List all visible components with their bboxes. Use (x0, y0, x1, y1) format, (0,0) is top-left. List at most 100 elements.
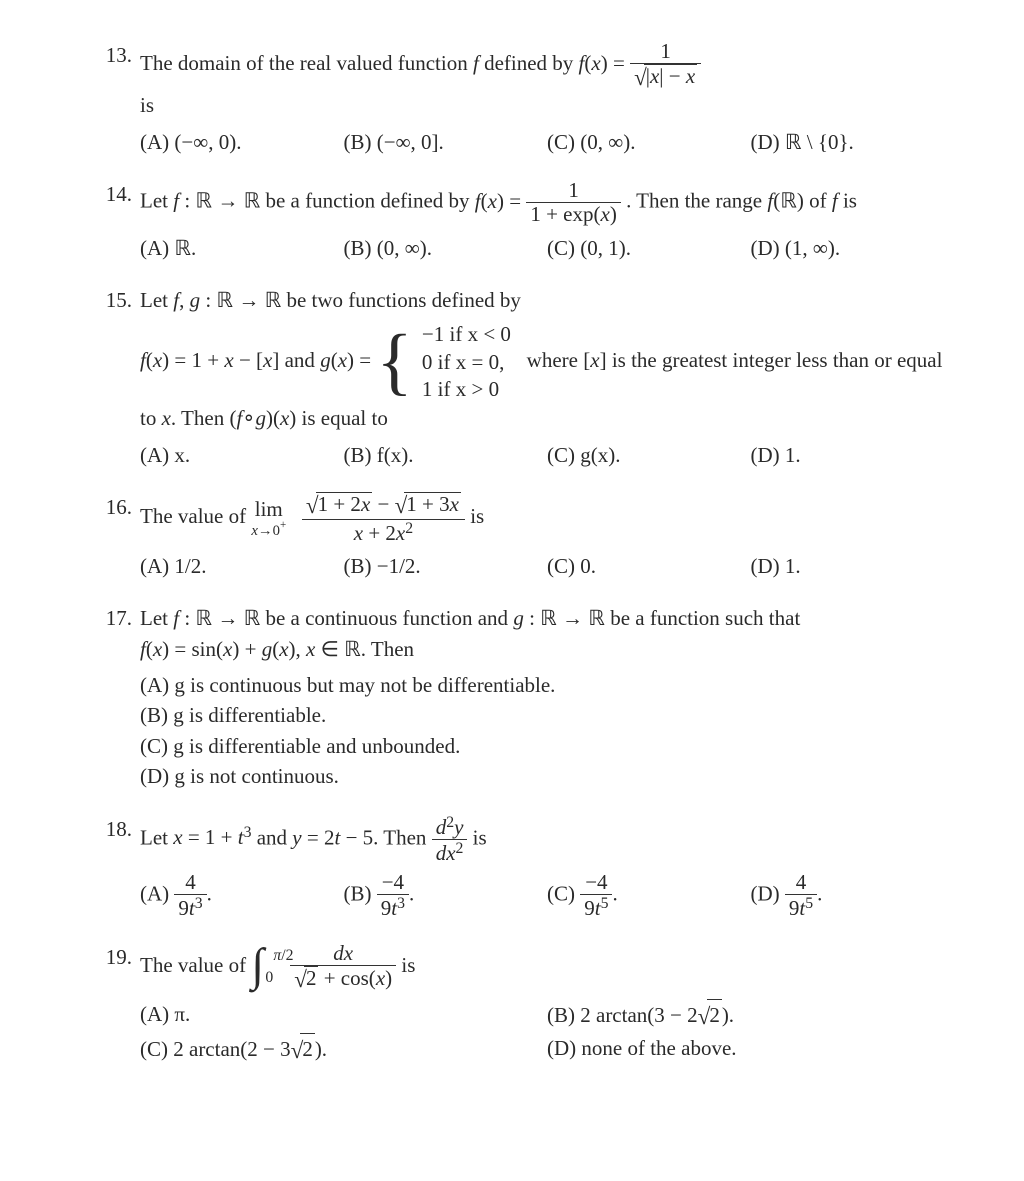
q19-choice-d: (D) none of the above. (547, 1033, 954, 1067)
q15-t4: where (527, 348, 584, 372)
q15-t1: Let (140, 288, 173, 312)
q18-stem: Let x = 1 + t3 and y = 2t − 5. Then d2yd… (140, 814, 954, 865)
q15-body: Let f, g : ℝ → ℝ be two functions define… (140, 285, 954, 470)
q14-fr: f(ℝ) (767, 189, 803, 213)
q18-t2: and (257, 825, 293, 849)
q19-choices: (A) π. (B) 2 arctan(3 − 2√2). (C) 2 arct… (140, 999, 954, 1068)
q18-body: Let x = 1 + t3 and y = 2t − 5. Then d2yd… (140, 814, 954, 920)
q15-choice-b: (B) f(x). (344, 440, 548, 470)
q17-choice-a: (A) g is continuous but may not be diffe… (140, 670, 954, 700)
q13-choice-c: (C) (0, ∞). (547, 127, 751, 157)
q14-map: f : ℝ → ℝ (173, 189, 260, 213)
q14-t1: Let (140, 189, 173, 213)
q13-stem: The domain of the real valued function f… (140, 40, 954, 121)
q14-number: 14. (90, 179, 140, 263)
q16-lim: lim x→0+ (251, 499, 286, 539)
question-16: 16. The value of lim x→0+ √1 + 2x − √1 +… (90, 492, 954, 581)
q14-stem: Let f : ℝ → ℝ be a function defined by f… (140, 179, 954, 226)
q14-body: Let f : ℝ → ℝ be a function defined by f… (140, 179, 954, 263)
q17-choice-d: (D) g is not continuous. (140, 761, 954, 791)
question-17: 17. Let f : ℝ → ℝ be a continuous functi… (90, 603, 954, 792)
q13-expr: f(x) = 1 √|x| − x (579, 51, 702, 75)
q16-t1: The value of (140, 504, 251, 528)
q15-t3: and (285, 348, 321, 372)
q15-p3: 1 if x > 0 (422, 376, 511, 403)
q17-choice-c: (C) g is differentiable and unbounded. (140, 731, 954, 761)
q16-choice-c: (C) 0. (547, 551, 751, 581)
q19-choice-b: (B) 2 arctan(3 − 2√2). (547, 999, 954, 1033)
q16-choice-a: (A) 1/2. (140, 551, 344, 581)
q13-text: The domain of the real valued function (140, 51, 473, 75)
question-15: 15. Let f, g : ℝ → ℝ be two functions de… (90, 285, 954, 470)
q13-f: f (473, 51, 479, 75)
q14-choice-c: (C) (0, 1). (547, 233, 751, 263)
q16-number: 16. (90, 492, 140, 581)
q19-body: The value of ∫ π/2 0 dx √2 + cos(x) is (… (140, 942, 954, 1067)
question-18: 18. Let x = 1 + t3 and y = 2t − 5. Then … (90, 814, 954, 920)
q18-t4: is (473, 825, 487, 849)
q18-t1: Let (140, 825, 173, 849)
q18-choice-a: (A) 49t3. (140, 871, 344, 920)
q14-choice-a: (A) ℝ. (140, 233, 344, 263)
q16-t2: is (470, 504, 484, 528)
q15-def: f(x) = 1 + x − [x] and g(x) = { −1 if x … (140, 321, 954, 433)
q14-choice-b: (B) (0, ∞). (344, 233, 548, 263)
q14-expr: f(x) = 1 1 + exp(x) (475, 189, 626, 213)
q15-choice-c: (C) g(x). (547, 440, 751, 470)
q17-number: 17. (90, 603, 140, 792)
q15-t6: . Then (171, 406, 230, 430)
q18-choice-b: (B) −49t3. (344, 871, 548, 920)
question-19: 19. The value of ∫ π/2 0 dx √2 + cos(x) … (90, 942, 954, 1067)
q16-choice-b: (B) −1/2. (344, 551, 548, 581)
q14-t4: of (809, 189, 832, 213)
q13-is: is (140, 90, 954, 120)
q17-t3: be a function such that (610, 606, 800, 630)
q15-t7: is equal to (302, 406, 388, 430)
q17-choices: (A) g is continuous but may not be diffe… (140, 670, 954, 792)
q19-number: 19. (90, 942, 140, 1067)
q19-t1: The value of (140, 953, 251, 977)
q19-t2: is (401, 953, 415, 977)
q16-stem: The value of lim x→0+ √1 + 2x − √1 + 3x … (140, 492, 954, 544)
q13-choice-b: (B) (−∞, 0]. (344, 127, 548, 157)
q15-choice-d: (D) 1. (751, 440, 955, 470)
q16-choices: (A) 1/2. (B) −1/2. (C) 0. (D) 1. (140, 551, 954, 581)
q14-choices: (A) ℝ. (B) (0, ∞). (C) (0, 1). (D) (1, ∞… (140, 233, 954, 263)
q15-number: 15. (90, 285, 140, 470)
q17-t2: be a continuous function and (265, 606, 513, 630)
q13-choice-d: (D) ℝ \ {0}. (751, 127, 955, 157)
q19-choice-a: (A) π. (140, 999, 547, 1033)
exam-page: 13. The domain of the real valued functi… (0, 0, 1024, 1181)
q19-integral: ∫ π/2 0 (251, 947, 264, 988)
q15-t2: be two functions defined by (286, 288, 520, 312)
q15-map: f, g : ℝ → ℝ (173, 288, 281, 312)
q13-number: 13. (90, 40, 140, 157)
q16-choice-d: (D) 1. (751, 551, 955, 581)
q13-text2: defined by (484, 51, 578, 75)
q18-t3: . Then (373, 825, 432, 849)
q14-choice-d: (D) (1, ∞). (751, 233, 955, 263)
q13-body: The domain of the real valued function f… (140, 40, 954, 157)
q15-choice-a: (A) x. (140, 440, 344, 470)
q13-choices: (A) (−∞, 0). (B) (−∞, 0]. (C) (0, ∞). (D… (140, 127, 954, 157)
q17-body: Let f : ℝ → ℝ be a continuous function a… (140, 603, 954, 792)
question-13: 13. The domain of the real valued functi… (90, 40, 954, 157)
q15-stem: Let f, g : ℝ → ℝ be two functions define… (140, 285, 954, 434)
q14-t3: . Then the range (626, 189, 767, 213)
q19-stem: The value of ∫ π/2 0 dx √2 + cos(x) is (140, 942, 954, 992)
q14-t2: be a function defined by (265, 189, 474, 213)
q17-choice-b: (B) g is differentiable. (140, 700, 954, 730)
question-14: 14. Let f : ℝ → ℝ be a function defined … (90, 179, 954, 263)
q19-choice-c: (C) 2 arctan(2 − 3√2). (140, 1033, 547, 1067)
q18-choice-c: (C) −49t5. (547, 871, 751, 920)
q18-choice-d: (D) 49t5. (751, 871, 955, 920)
q18-number: 18. (90, 814, 140, 920)
q18-choices: (A) 49t3. (B) −49t3. (C) −49t5. (D) 49t5… (140, 871, 954, 920)
q17-t1: Let (140, 606, 173, 630)
q15-p2: 0 if x = 0, (422, 349, 511, 376)
q17-t4: . Then (361, 637, 414, 661)
q15-choices: (A) x. (B) f(x). (C) g(x). (D) 1. (140, 440, 954, 470)
q14-t5: is (843, 189, 857, 213)
q16-body: The value of lim x→0+ √1 + 2x − √1 + 3x … (140, 492, 954, 581)
q15-p1: −1 if x < 0 (422, 321, 511, 348)
